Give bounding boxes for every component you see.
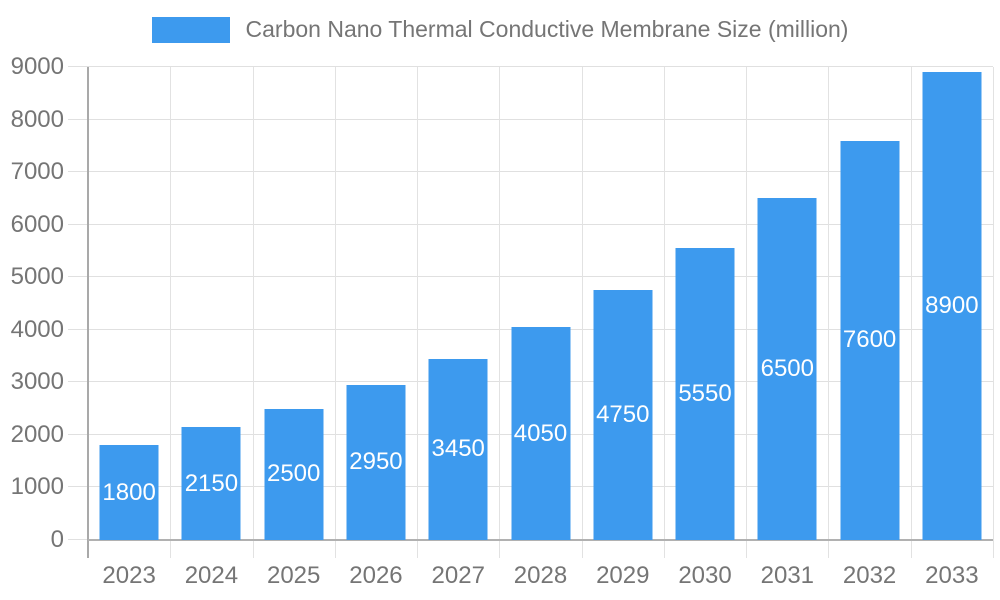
y-axis-tick-label: 4000 xyxy=(10,315,64,343)
bar-2031[interactable]: 6500 xyxy=(757,198,817,540)
bar-2032[interactable]: 7600 xyxy=(840,140,900,540)
bar-value-label: 4750 xyxy=(596,401,650,429)
bar-2024[interactable]: 2150 xyxy=(181,427,241,540)
x-gridline xyxy=(993,67,994,558)
x-gridline xyxy=(663,67,665,558)
y-axis-tick-label: 2000 xyxy=(10,420,64,448)
x-axis-tick-label: 2032 xyxy=(842,562,897,589)
legend-label: Carbon Nano Thermal Conductive Membrane … xyxy=(245,16,849,42)
x-gridline xyxy=(334,67,336,558)
bar-value-label: 4050 xyxy=(513,419,568,447)
bar-2033[interactable]: 8900 xyxy=(922,72,982,540)
y-gridline xyxy=(68,118,993,120)
x-axis-tick-label: 2023 xyxy=(102,562,156,589)
x-gridline xyxy=(499,67,501,558)
bar-value-label: 8900 xyxy=(925,292,979,320)
legend-swatch xyxy=(151,16,230,43)
bar-value-label: 3450 xyxy=(431,435,485,463)
bar-value-label: 2500 xyxy=(266,460,321,488)
x-axis-tick-label: 2033 xyxy=(925,562,979,589)
legend[interactable]: Carbon Nano Thermal Conductive Membrane … xyxy=(0,16,1000,43)
x-gridline xyxy=(252,67,254,558)
bar-2029[interactable]: 4750 xyxy=(593,290,653,540)
y-axis-tick-label: 9000 xyxy=(10,53,64,80)
y-axis-tick-label: 7000 xyxy=(10,158,64,186)
x-gridline xyxy=(910,67,912,558)
bar-value-label: 7600 xyxy=(842,326,897,354)
x-gridline xyxy=(170,67,172,558)
y-axis-tick-label: 8000 xyxy=(10,105,64,133)
y-gridline xyxy=(68,171,993,173)
x-axis-tick-label: 2030 xyxy=(678,562,732,589)
bar-2025[interactable]: 2500 xyxy=(264,408,324,540)
x-gridline xyxy=(581,67,583,558)
bar-value-label: 6500 xyxy=(760,355,814,383)
bar-value-label: 1800 xyxy=(102,478,156,506)
x-axis-tick-label: 2028 xyxy=(513,562,568,589)
y-axis-tick-label: 0 xyxy=(50,526,64,553)
x-gridline xyxy=(417,67,419,558)
x-gridline xyxy=(828,67,830,558)
y-axis-tick-label: 5000 xyxy=(10,263,64,291)
y-gridline xyxy=(68,66,993,67)
bar-2026[interactable]: 2950 xyxy=(346,384,406,540)
x-gridline xyxy=(746,67,748,558)
bar-2028[interactable]: 4050 xyxy=(511,327,570,540)
x-axis-tick-label: 2026 xyxy=(349,562,403,589)
bar-value-label: 2950 xyxy=(349,448,403,476)
plot-area: 0 1000 2000 3000 4000 5000 6000 7000 8000 9000 180… xyxy=(11,53,994,589)
x-axis-tick-label: 2031 xyxy=(760,562,815,589)
x-axis-tick-label: 2025 xyxy=(266,562,321,589)
y-gridline xyxy=(68,276,993,278)
x-axis-tick-label: 2024 xyxy=(184,562,239,589)
bar-2027[interactable]: 3450 xyxy=(428,358,488,540)
y-axis-tick-label: 6000 xyxy=(10,210,64,238)
bar-value-label: 2150 xyxy=(184,469,239,497)
y-axis-tick-label: 3000 xyxy=(10,368,64,396)
x-axis-line xyxy=(88,539,993,541)
bar-value-label: 5550 xyxy=(678,380,732,408)
y-axis-line xyxy=(87,67,89,558)
x-axis-tick-label: 2029 xyxy=(596,562,650,589)
bar-2023[interactable]: 1800 xyxy=(99,445,159,540)
x-axis-tick-label: 2027 xyxy=(431,562,485,589)
y-gridline xyxy=(68,223,993,225)
bar-2030[interactable]: 5550 xyxy=(675,248,735,540)
y-axis-tick-label: 1000 xyxy=(10,473,64,501)
